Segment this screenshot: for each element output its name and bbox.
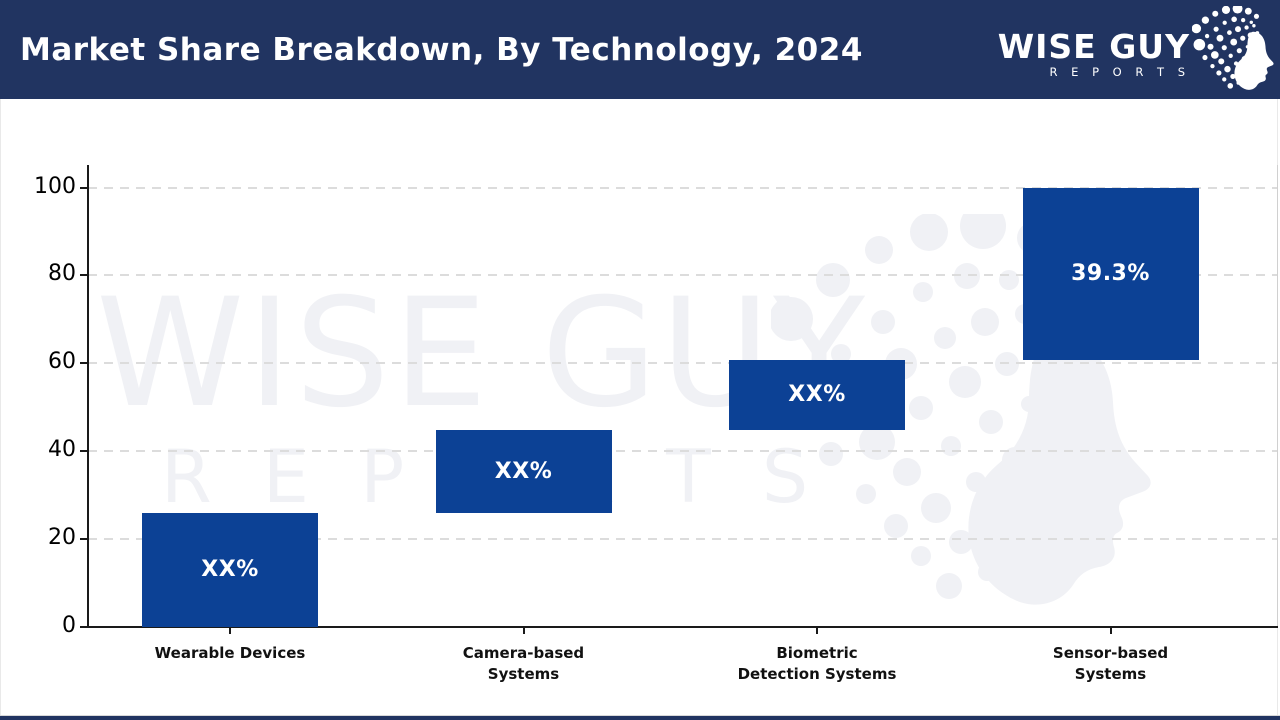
bar-2: XX% — [435, 429, 612, 513]
y-tick-label-60: 60 — [48, 349, 76, 375]
y-tick-label-20: 20 — [48, 525, 76, 551]
x-tick-3 — [816, 627, 818, 634]
bar-label-1: XX% — [201, 557, 259, 583]
x-tick-1 — [229, 627, 231, 634]
y-tick-label-0: 0 — [62, 613, 76, 638]
y-tick-0 — [80, 626, 88, 628]
x-tick-2 — [522, 627, 525, 634]
gridline-60 — [88, 362, 1277, 365]
y-tick-100 — [80, 186, 88, 189]
x-category-label-2: Camera-based Systems — [462, 644, 585, 683]
y-tick-20 — [80, 538, 88, 541]
logo-tagline: R E P O R T S — [1049, 64, 1190, 79]
y-tick-40 — [80, 450, 88, 453]
bar-label-3: XX% — [788, 382, 846, 408]
y-axis-line — [87, 165, 89, 628]
bar-1: XX% — [142, 512, 318, 627]
bar-4: 39.3% — [1022, 187, 1199, 361]
x-category-label-3: Biometric Detection Systems — [737, 644, 897, 683]
y-tick-label-100: 100 — [34, 173, 76, 199]
y-tick-label-40: 40 — [48, 437, 76, 463]
y-tick-label-80: 80 — [48, 261, 76, 287]
y-tick-80 — [80, 274, 88, 277]
gridline-80 — [88, 274, 1277, 277]
gridline-40 — [88, 450, 1277, 453]
x-category-label-4: Sensor-based Systems — [1052, 644, 1169, 683]
wiseguy-face-icon — [1192, 6, 1274, 90]
gridline-100 — [88, 186, 1277, 189]
y-tick-60 — [80, 362, 88, 365]
x-tick-4 — [1109, 627, 1112, 634]
bar-label-2: XX% — [494, 458, 553, 484]
wiseguy-logo-text: WISE GUY R E P O R T S — [998, 30, 1190, 79]
x-axis-line — [87, 626, 1278, 628]
logo-name: WISE GUY — [997, 26, 1190, 66]
gridline-20 — [88, 538, 1277, 541]
bar-3: XX% — [729, 360, 905, 430]
right-spine — [1277, 165, 1278, 628]
chart-title: Market Share Breakdown, By Technology, 2… — [20, 31, 863, 68]
header-bar: Market Share Breakdown, By Technology, 2… — [0, 0, 1280, 99]
wiseguy-logo: WISE GUY R E P O R T S — [998, 6, 1278, 94]
bottom-accent-bar — [0, 715, 1280, 720]
bar-label-4: 39.3% — [1071, 261, 1150, 287]
x-category-label-1: Wearable Devices — [154, 644, 306, 662]
